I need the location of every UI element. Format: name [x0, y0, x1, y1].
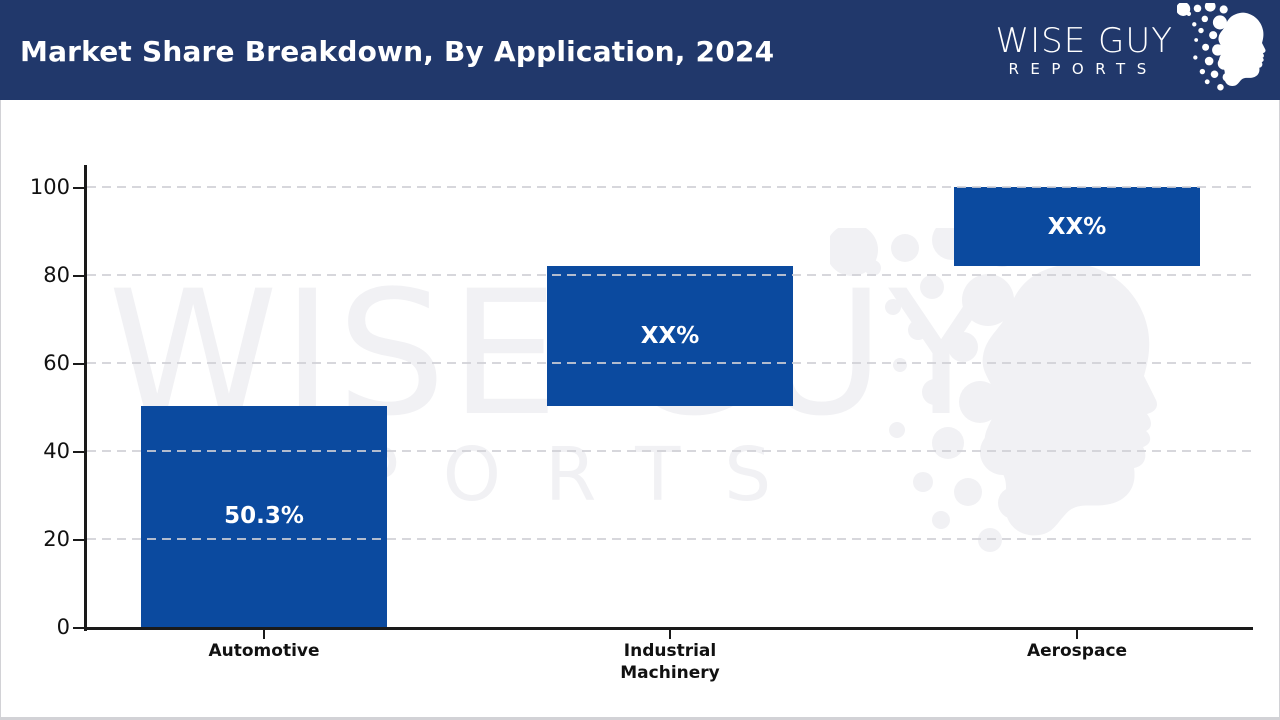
x-tickmark — [669, 630, 671, 639]
bar-value-label: XX% — [1047, 213, 1107, 240]
gridline-80 — [87, 274, 1253, 276]
x-tick-label-line: Machinery — [620, 663, 720, 683]
logo-wiseguy-text: WISE GUY — [995, 20, 1173, 61]
bar-value-label: 50.3% — [224, 503, 304, 530]
bar-value-label: XX% — [640, 322, 700, 349]
x-axis-line — [84, 627, 1253, 630]
x-tick-label: Aerospace — [947, 640, 1207, 662]
y-axis-line — [84, 165, 87, 631]
gridline-20 — [87, 538, 1253, 540]
x-tickmark — [1076, 630, 1078, 639]
chart-area: WISE GUY REPORTS 50.3% XX% XX% 0 20 40 60 80 100… — [0, 100, 1280, 720]
bar-Aerospace: XX% — [954, 187, 1200, 267]
y-tick-label: 40 — [43, 439, 70, 463]
y-tickmark-60 — [73, 363, 84, 365]
frame-bottom-line — [0, 717, 1280, 720]
y-tickmark-80 — [73, 275, 84, 277]
y-tick-label: 80 — [43, 263, 70, 287]
bar-Industrial Machinery: XX% — [547, 266, 793, 406]
y-tick-label: 0 — [56, 615, 70, 639]
bar-Automotive: 50.3% — [141, 405, 387, 627]
x-tick-label-line: Industrial — [623, 641, 717, 661]
logo-text-block: WISE GUY REPORTS — [995, 23, 1173, 78]
frame-left-line — [0, 100, 1, 717]
logo-reports-text: REPORTS — [1008, 59, 1158, 78]
y-tick-label: 100 — [29, 175, 70, 199]
gridline-100 — [87, 186, 1253, 188]
x-tick-label-line: Automotive — [208, 641, 320, 661]
x-tick-label: Industrial Machinery — [540, 640, 800, 684]
x-tickmark — [263, 630, 265, 639]
y-tickmark-20 — [73, 539, 84, 541]
gridline-40 — [87, 450, 1253, 452]
y-tickmark-0 — [73, 627, 84, 629]
gridline-60 — [87, 362, 1253, 364]
y-tick-label: 60 — [43, 351, 70, 375]
x-tick-label: Automotive — [134, 640, 394, 662]
wiseguy-logo: WISE GUY REPORTS — [995, 0, 1272, 100]
header-bar: Market Share Breakdown, By Application, … — [0, 0, 1280, 100]
logo-head-icon — [1177, 2, 1266, 90]
y-tickmark-40 — [73, 451, 84, 453]
x-tick-label-line: Aerospace — [1026, 641, 1128, 661]
y-tickmark-100 — [73, 187, 84, 189]
y-tick-label: 20 — [43, 527, 70, 551]
page-title: Market Share Breakdown, By Application, … — [20, 35, 775, 68]
